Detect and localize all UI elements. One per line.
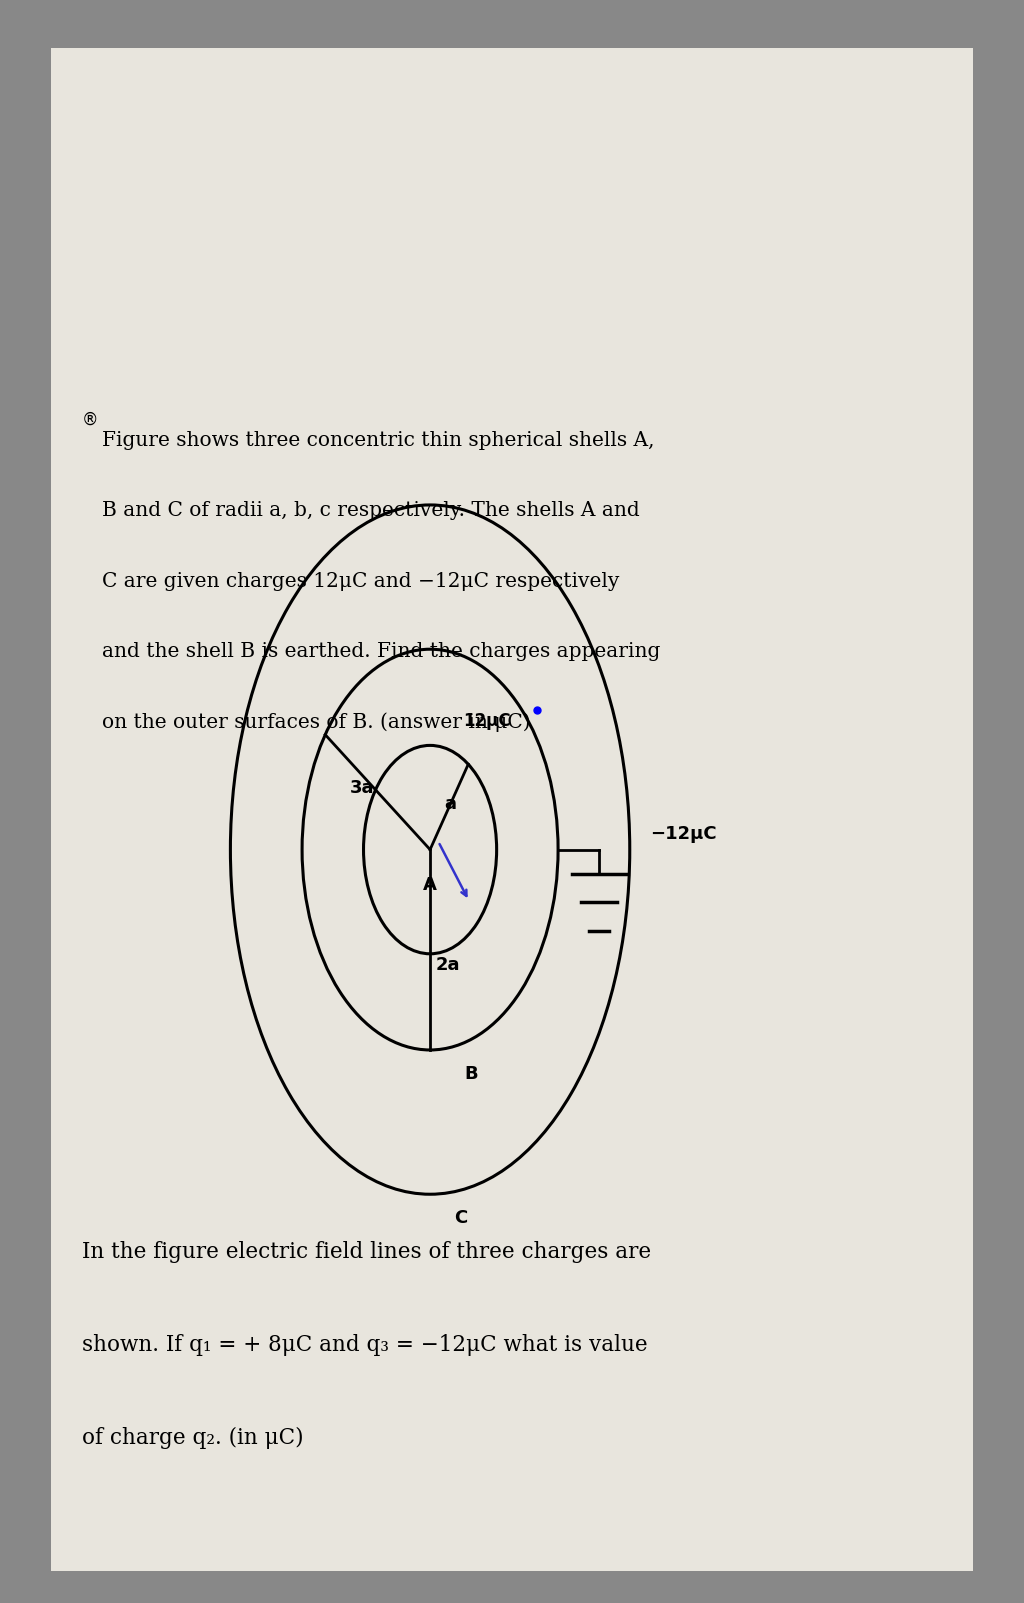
Text: B and C of radii a, b, c respectively. The shells A and: B and C of radii a, b, c respectively. T…: [102, 502, 640, 519]
Text: Figure shows three concentric thin spherical shells A,: Figure shows three concentric thin spher…: [102, 431, 655, 449]
Text: B: B: [464, 1064, 478, 1082]
Text: C: C: [455, 1209, 467, 1226]
Text: on the outer surfaces of B. (answer in μC): on the outer surfaces of B. (answer in μ…: [102, 712, 531, 731]
Text: 12μC: 12μC: [463, 712, 511, 729]
Text: −12μC: −12μC: [650, 824, 717, 843]
Text: of charge q₂. (in μC): of charge q₂. (in μC): [82, 1427, 303, 1449]
Text: A: A: [423, 875, 437, 893]
FancyBboxPatch shape: [51, 48, 973, 1571]
Text: a: a: [444, 795, 457, 813]
Text: and the shell B is earthed. Find the charges appearing: and the shell B is earthed. Find the cha…: [102, 643, 660, 660]
Text: 2a: 2a: [435, 955, 460, 973]
Text: In the figure electric field lines of three charges are: In the figure electric field lines of th…: [82, 1241, 651, 1263]
Text: shown. If q₁ = + 8μC and q₃ = −12μC what is value: shown. If q₁ = + 8μC and q₃ = −12μC what…: [82, 1334, 647, 1356]
Text: C are given charges 12μC and −12μC respectively: C are given charges 12μC and −12μC respe…: [102, 572, 620, 590]
Text: 3a: 3a: [350, 779, 375, 797]
Text: ®: ®: [82, 410, 98, 428]
